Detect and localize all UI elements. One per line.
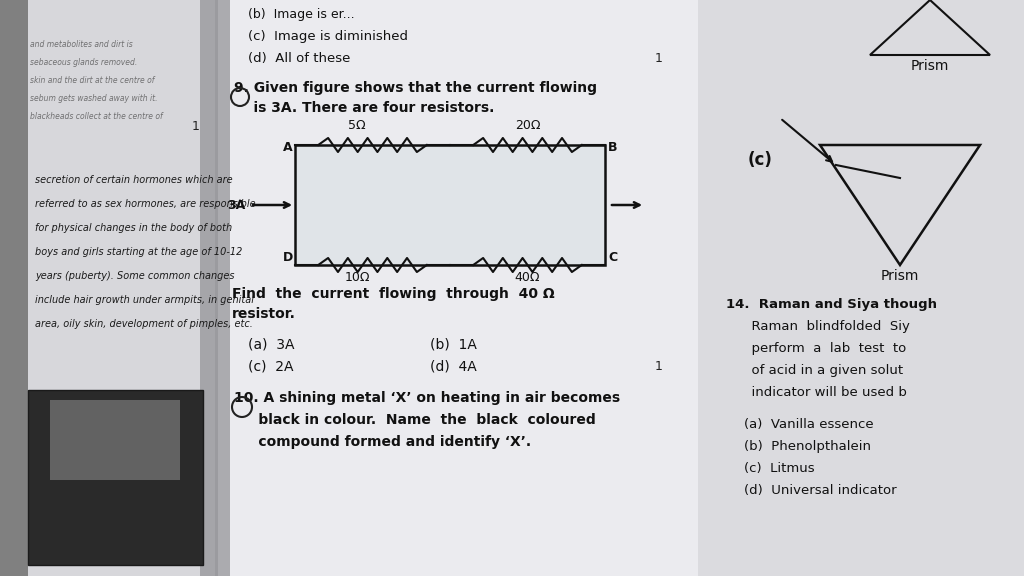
Text: 40Ω: 40Ω: [515, 271, 541, 284]
Text: (a)  Vanilla essence: (a) Vanilla essence: [744, 418, 873, 431]
Polygon shape: [218, 0, 700, 576]
Text: Prism: Prism: [881, 269, 920, 283]
Text: for physical changes in the body of both: for physical changes in the body of both: [35, 223, 232, 233]
Text: indicator will be used b: indicator will be used b: [726, 386, 907, 399]
Text: (b)  Image is er...: (b) Image is er...: [248, 8, 354, 21]
Bar: [295, 145, 605, 265]
Text: skin and the dirt at the centre of: skin and the dirt at the centre of: [30, 76, 155, 85]
Text: B: B: [608, 141, 617, 154]
Text: 1: 1: [655, 360, 663, 373]
Text: Raman  blindfolded  Siy: Raman blindfolded Siy: [726, 320, 910, 333]
Text: 9. Given figure shows that the current flowing: 9. Given figure shows that the current f…: [234, 81, 597, 95]
Polygon shape: [28, 0, 215, 576]
Text: is 3A. There are four resistors.: is 3A. There are four resistors.: [234, 101, 495, 115]
Text: 14.  Raman and Siya though: 14. Raman and Siya though: [726, 298, 937, 311]
Polygon shape: [28, 0, 215, 576]
Text: boys and girls starting at the age of 10-12: boys and girls starting at the age of 10…: [35, 247, 243, 257]
Text: C: C: [608, 251, 617, 264]
Text: resistor.: resistor.: [232, 307, 296, 321]
Text: (d)  All of these: (d) All of these: [248, 52, 350, 65]
Text: years (puberty). Some common changes: years (puberty). Some common changes: [35, 271, 234, 281]
Text: Find  the  current  flowing  through  40 Ω: Find the current flowing through 40 Ω: [232, 287, 555, 301]
Text: 5Ω: 5Ω: [348, 119, 366, 132]
Text: and metabolites and dirt is: and metabolites and dirt is: [30, 40, 133, 49]
Text: sebaceous glands removed.: sebaceous glands removed.: [30, 58, 137, 67]
Text: Prism: Prism: [910, 59, 949, 73]
Text: (c)  Litmus: (c) Litmus: [744, 462, 815, 475]
Text: of acid in a given solut: of acid in a given solut: [726, 364, 903, 377]
Bar: [50, 400, 180, 480]
Polygon shape: [698, 0, 1024, 576]
Polygon shape: [0, 0, 30, 576]
Text: (c)  2A: (c) 2A: [248, 359, 294, 373]
Text: compound formed and identify ‘X’.: compound formed and identify ‘X’.: [234, 435, 531, 449]
Text: 20Ω: 20Ω: [515, 119, 541, 132]
Text: 1: 1: [193, 120, 200, 133]
Text: (b)  1A: (b) 1A: [430, 337, 477, 351]
Bar: [28, 390, 203, 565]
Text: (b)  Phenolpthalein: (b) Phenolpthalein: [744, 440, 871, 453]
Text: (c): (c): [748, 151, 773, 169]
Text: 3A: 3A: [227, 199, 246, 212]
Text: referred to as sex hormones, are responsible: referred to as sex hormones, are respons…: [35, 199, 256, 209]
Text: A: A: [283, 141, 293, 154]
Text: (d)  4A: (d) 4A: [430, 359, 477, 373]
Text: 1: 1: [655, 52, 663, 65]
Text: 10. A shining metal ‘X’ on heating in air becomes: 10. A shining metal ‘X’ on heating in ai…: [234, 391, 621, 405]
Text: include hair growth under armpits, in genital: include hair growth under armpits, in ge…: [35, 295, 254, 305]
Text: D: D: [283, 251, 293, 264]
Text: sebum gets washed away with it.: sebum gets washed away with it.: [30, 94, 158, 103]
Text: (a)  3A: (a) 3A: [248, 337, 295, 351]
Text: secretion of certain hormones which are: secretion of certain hormones which are: [35, 175, 232, 185]
Text: (c)  Image is diminished: (c) Image is diminished: [248, 30, 408, 43]
Text: (d)  Universal indicator: (d) Universal indicator: [744, 484, 897, 497]
Text: 10Ω: 10Ω: [344, 271, 370, 284]
Text: blackheads collect at the centre of: blackheads collect at the centre of: [30, 112, 163, 121]
Polygon shape: [200, 0, 230, 576]
Text: black in colour.  Name  the  black  coloured: black in colour. Name the black coloured: [234, 413, 596, 427]
Polygon shape: [698, 0, 1024, 576]
Text: perform  a  lab  test  to: perform a lab test to: [726, 342, 906, 355]
Text: area, oily skin, development of pimples, etc.: area, oily skin, development of pimples,…: [35, 319, 253, 329]
